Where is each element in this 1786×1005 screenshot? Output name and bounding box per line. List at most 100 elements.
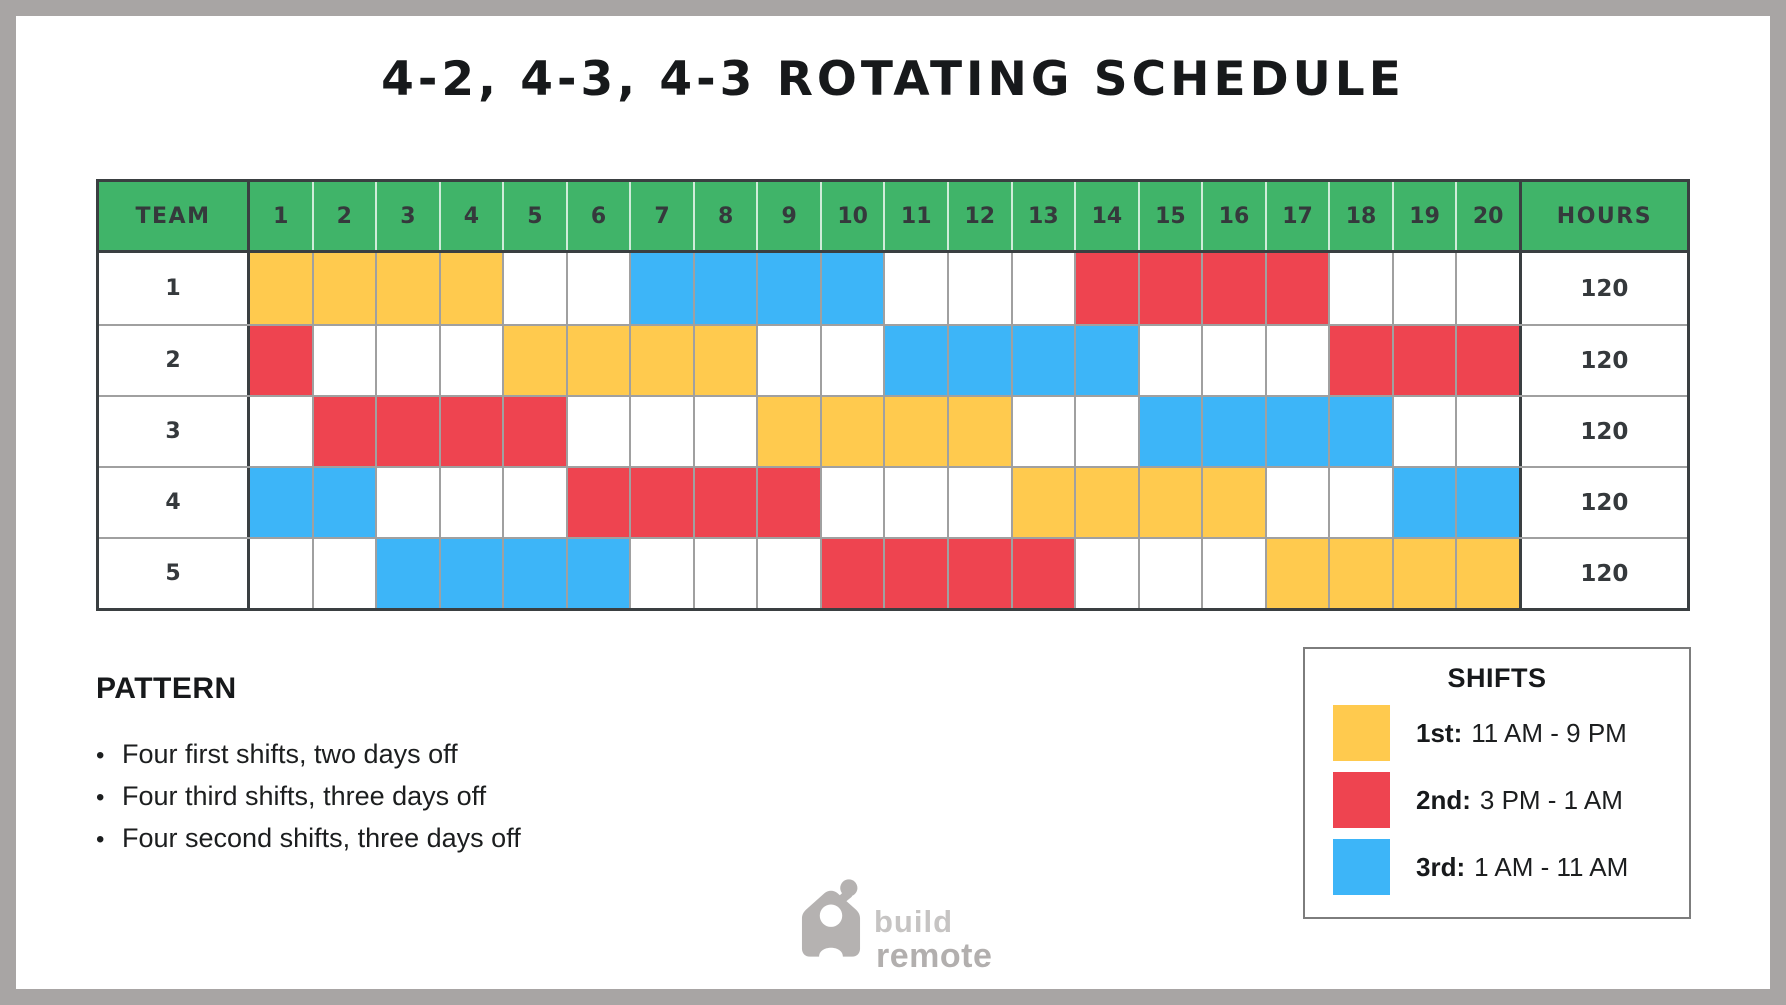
team-number-label: 2	[99, 326, 250, 395]
team-number-label: 3	[99, 397, 250, 466]
legend-row-second-shift: 2nd: 3 PM - 1 AM	[1333, 772, 1689, 828]
day-off-cell	[1266, 468, 1331, 537]
hours-value: 120	[1521, 326, 1687, 395]
day-column-header: 7	[631, 182, 695, 250]
day-column-header: 18	[1330, 182, 1394, 250]
shift-cell-1st	[377, 253, 441, 324]
day-off-cell	[1203, 539, 1267, 608]
day-column-header: 8	[694, 182, 759, 250]
shift-cell-1st	[567, 326, 632, 395]
shift-cell-1st	[1076, 468, 1140, 537]
day-column-header: 13	[1012, 182, 1077, 250]
shift-cell-2nd	[1393, 326, 1458, 395]
shift-cell-2nd	[504, 397, 568, 466]
day-off-cell	[1012, 253, 1077, 324]
team-number-label: 5	[99, 539, 250, 608]
shift-cell-1st	[250, 253, 314, 324]
shift-cell-1st	[1393, 539, 1458, 608]
day-off-cell	[1393, 253, 1458, 324]
shift-cell-2nd	[313, 397, 378, 466]
day-off-cell	[1457, 397, 1522, 466]
shift-cell-2nd	[758, 468, 822, 537]
day-off-cell	[1266, 326, 1331, 395]
pattern-item: • Four third shifts, three days off	[96, 776, 521, 818]
first-shift-color-swatch	[1333, 705, 1390, 761]
legend-time: 11 AM - 9 PM	[1471, 717, 1627, 748]
shift-cell-3rd	[1330, 397, 1394, 466]
day-off-cell	[1012, 397, 1077, 466]
shift-cell-3rd	[949, 326, 1013, 395]
day-off-cell	[821, 468, 886, 537]
day-off-cell	[631, 397, 695, 466]
day-off-cell	[250, 397, 314, 466]
day-column-header: 17	[1266, 182, 1331, 250]
day-off-cell	[1457, 253, 1522, 324]
shift-cell-3rd	[1457, 468, 1522, 537]
shift-cell-1st	[1139, 468, 1204, 537]
day-off-cell	[694, 397, 759, 466]
day-off-cell	[313, 326, 378, 395]
hours-value: 120	[1521, 397, 1687, 466]
shift-cell-3rd	[1203, 397, 1267, 466]
day-off-cell	[1139, 326, 1204, 395]
shift-cell-1st	[1203, 468, 1267, 537]
shift-cell-1st	[1266, 539, 1331, 608]
shift-cell-3rd	[440, 539, 505, 608]
day-column-header: 3	[377, 182, 441, 250]
pattern-list: • Four first shifts, two days off • Four…	[96, 734, 521, 860]
shift-cell-3rd	[821, 253, 886, 324]
day-column-header: 4	[440, 182, 505, 250]
day-off-cell	[377, 326, 441, 395]
pattern-heading: PATTERN	[96, 672, 237, 705]
day-off-cell	[1330, 253, 1394, 324]
shift-cell-1st	[949, 397, 1013, 466]
shift-cell-3rd	[567, 539, 632, 608]
buildremote-logo: build remote	[798, 878, 992, 973]
day-off-cell	[1076, 539, 1140, 608]
bullet-icon: •	[96, 826, 105, 853]
legend-row-third-shift: 3rd: 1 AM - 11 AM	[1333, 839, 1689, 895]
day-off-cell	[377, 468, 441, 537]
shift-cell-3rd	[313, 468, 378, 537]
schedule-team-row: 5 120	[99, 537, 1687, 608]
day-column-header: 16	[1203, 182, 1267, 250]
shift-cell-2nd	[377, 397, 441, 466]
second-shift-color-swatch	[1333, 772, 1390, 828]
day-column-header: 5	[504, 182, 568, 250]
team-number-label: 4	[99, 468, 250, 537]
day-off-cell	[885, 468, 950, 537]
shift-cell-1st	[440, 253, 505, 324]
pattern-section: PATTERN • Four first shifts, two days of…	[96, 672, 521, 860]
hours-value: 120	[1521, 253, 1687, 324]
shift-cell-2nd	[1203, 253, 1267, 324]
shift-cell-1st	[1457, 539, 1522, 608]
schedule-team-row: 2 120	[99, 324, 1687, 395]
shift-cell-3rd	[1139, 397, 1204, 466]
shift-cell-2nd	[1330, 326, 1394, 395]
day-column-header: 2	[313, 182, 378, 250]
legend-label: 3rd:	[1416, 851, 1466, 882]
schedule-header-row: TEAM 1 2 3 4 5 6 7 8 9 10 11 12 13 14 15 16 17 18 19 20 HOURS	[99, 182, 1687, 253]
day-column-header: 10	[821, 182, 886, 250]
day-off-cell	[631, 539, 695, 608]
buildremote-house-icon	[798, 878, 864, 965]
shift-cell-3rd	[1393, 468, 1458, 537]
shift-cell-3rd	[1012, 326, 1077, 395]
day-off-cell	[504, 468, 568, 537]
day-column-header: 1	[250, 182, 314, 250]
shift-cell-1st	[313, 253, 378, 324]
shift-cell-2nd	[885, 539, 950, 608]
schedule-team-row: 1 120	[99, 253, 1687, 324]
schedule-table: TEAM 1 2 3 4 5 6 7 8 9 10 11 12 13 14 15 16 17 18 19 20 HOURS…	[96, 179, 1690, 611]
logo-word-remote: remote	[876, 937, 993, 975]
shift-cell-3rd	[250, 468, 314, 537]
day-off-cell	[440, 468, 505, 537]
day-column-header: 14	[1076, 182, 1140, 250]
shift-cell-2nd	[949, 539, 1013, 608]
hours-column-header: HOURS	[1521, 182, 1687, 250]
shift-cell-3rd	[377, 539, 441, 608]
day-column-header: 11	[885, 182, 950, 250]
bullet-icon: •	[96, 742, 105, 769]
day-off-cell	[821, 326, 886, 395]
day-off-cell	[1139, 539, 1204, 608]
